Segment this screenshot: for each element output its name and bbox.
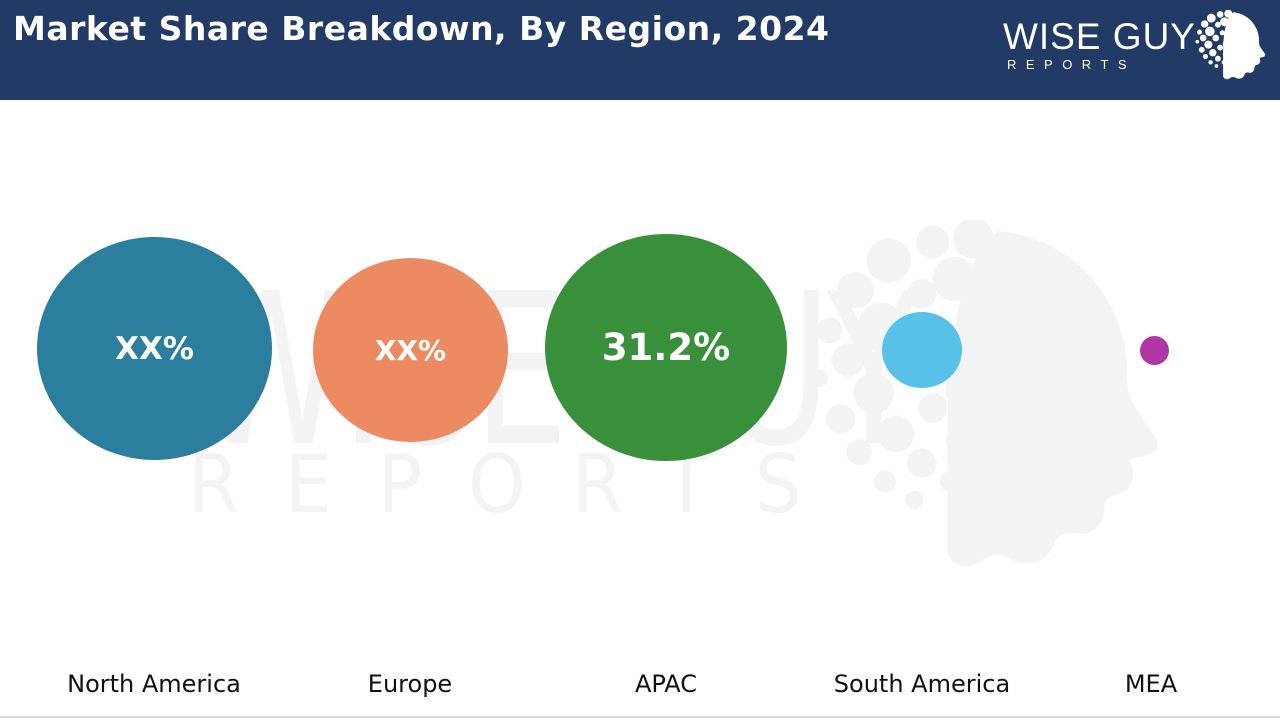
bubble-south-america [882, 312, 962, 388]
bubble-north-america-value: XX% [115, 330, 194, 367]
bubble-europe: XX% [313, 258, 508, 442]
watermark-brand-subtitle: REPORTS [188, 438, 848, 531]
brand-subtitle: REPORTS [1006, 57, 1137, 73]
category-label-europe: Europe [367, 670, 453, 698]
brand-logo: WISE GUY REPORTS [1003, 10, 1266, 80]
category-label-south-america: South America [833, 670, 1011, 698]
bubble-apac: 31.2% [545, 234, 787, 461]
bubble-mea [1140, 336, 1169, 365]
brand-logo-text: WISE GUY REPORTS [1002, 15, 1196, 73]
category-label-apac: APAC [634, 670, 698, 698]
bubble-north-america: XX% [37, 237, 272, 460]
page-title: Market Share Breakdown, By Region, 2024 [13, 9, 830, 48]
bubble-europe-value: XX% [374, 333, 447, 367]
category-label-north-america: North America [67, 670, 241, 698]
brand-name: WISE GUY [1002, 15, 1196, 57]
bubble-chart: WISE GUY REPORTS XX% XX% 31.2% North Ame… [0, 100, 1280, 720]
bottom-divider [0, 716, 1280, 718]
watermark-head-icon [786, 220, 1168, 570]
header-bar: Market Share Breakdown, By Region, 2024 … [0, 0, 1280, 100]
brand-head-icon [1192, 10, 1266, 80]
category-label-mea: MEA [1124, 670, 1178, 698]
bubble-apac-value: 31.2% [601, 326, 731, 369]
